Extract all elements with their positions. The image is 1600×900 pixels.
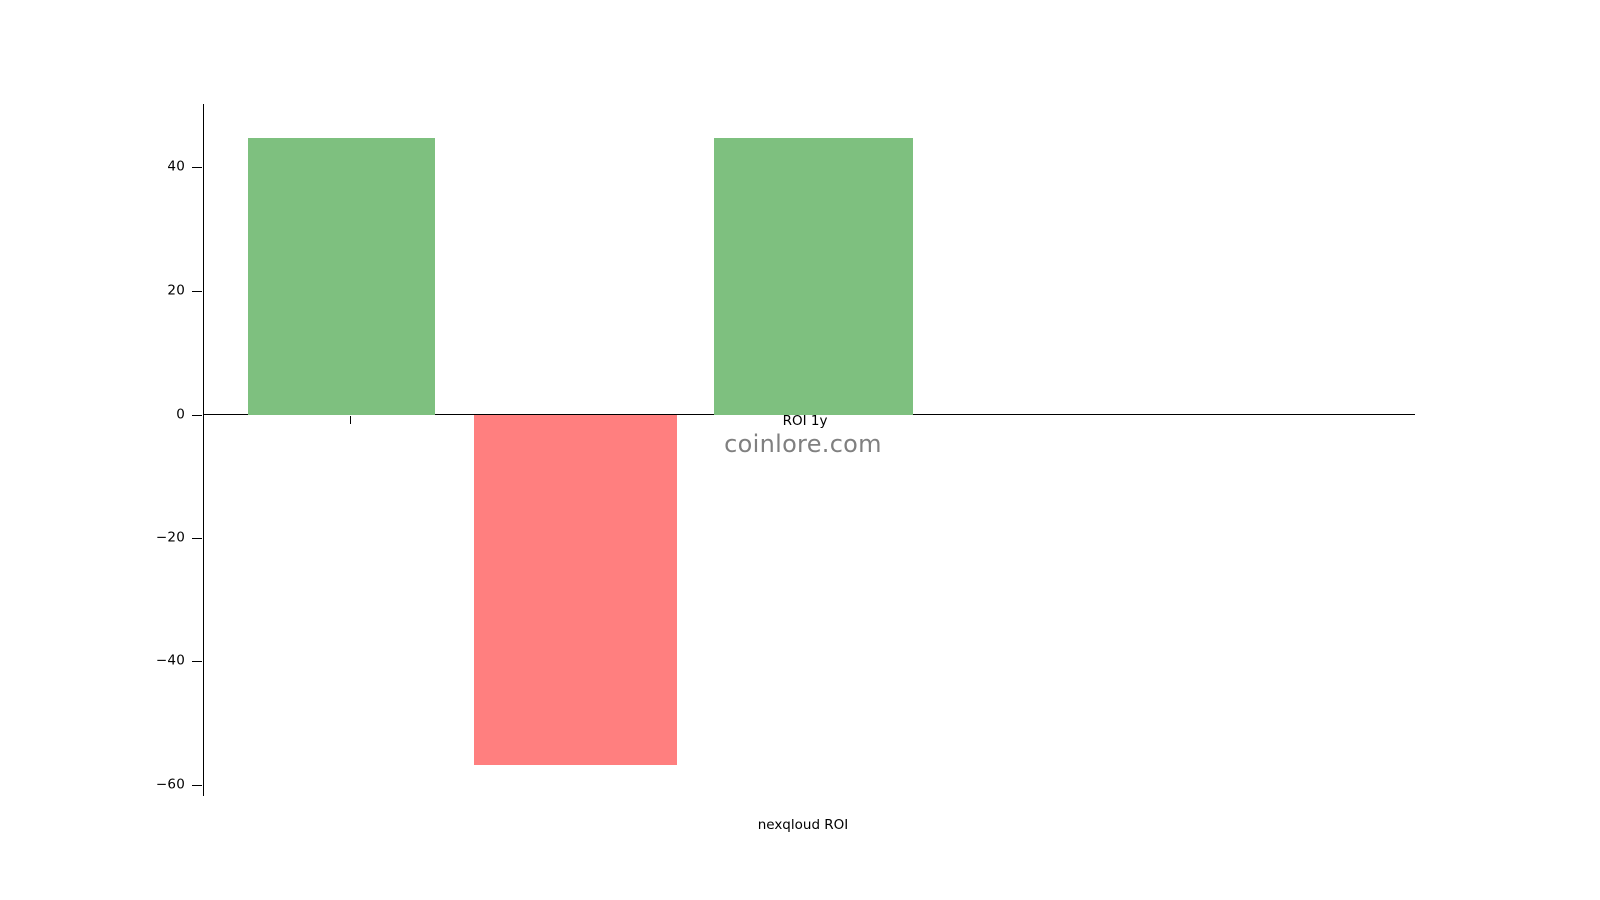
y-axis-tick-label-0: 0 [176,406,185,423]
y-axis-tick-mark-neg40 [192,661,202,662]
x-axis-tick-mark-1 [350,416,351,424]
x-axis-label: nexqloud ROI [757,817,849,833]
y-axis-tick-label-20: 20 [167,282,185,299]
y-axis-tick-label-neg60: −60 [155,776,185,793]
bar-positive-2[interactable] [714,138,913,415]
y-axis-tick-mark-neg60 [192,785,202,786]
y-axis-tick-label-neg40: −40 [155,652,185,669]
y-axis-tick-mark-40 [192,167,202,168]
y-axis-tick-label-40: 40 [167,158,185,175]
x-axis-tick-label-roi-1y: ROI 1y [782,413,828,429]
y-axis-tick-mark-20 [192,291,202,292]
bar-negative-roi-1y[interactable] [474,415,677,766]
y-axis-tick-label-neg20: −20 [155,529,185,546]
bar-positive-1[interactable] [248,138,435,415]
y-axis-tick-mark-neg20 [192,538,202,539]
y-axis-spine [203,104,204,796]
coinlore-watermark: coinlore.com [724,430,882,458]
y-axis-tick-mark-0 [192,415,202,416]
